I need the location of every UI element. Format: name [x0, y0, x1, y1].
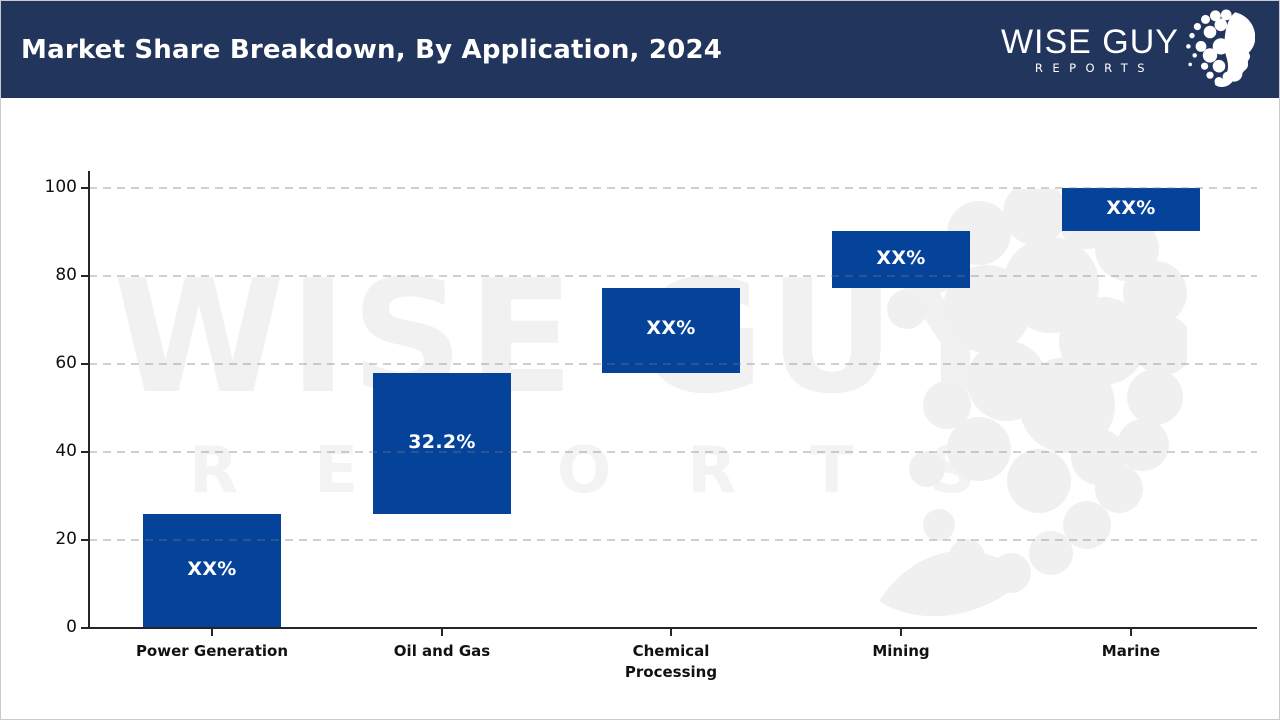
- y-axis-tick-label: 0: [66, 617, 77, 637]
- x-category-label: Marine: [1101, 642, 1161, 660]
- bar-value-label: 32.2%: [408, 430, 476, 453]
- gridline-y-40: [89, 451, 1257, 453]
- x-axis-tick: [670, 629, 672, 636]
- x-category-label: Mining: [872, 642, 930, 660]
- x-axis-tick: [900, 629, 902, 636]
- x-category-label: Chemical Processing: [624, 642, 718, 681]
- header-bar: Market Share Breakdown, By Application, …: [1, 1, 1279, 98]
- y-axis-line: [88, 171, 90, 629]
- y-axis-tick: [81, 539, 88, 541]
- bar-value-label: XX%: [187, 558, 237, 581]
- gridline-y-60: [89, 363, 1257, 365]
- y-axis-tick: [81, 451, 88, 453]
- bar-value-label: XX%: [1106, 196, 1156, 219]
- wise-guy-reports-logo: WISE GUY REPORTS: [1001, 9, 1255, 91]
- gridline-y-80: [89, 275, 1257, 277]
- bar-value-label: XX%: [876, 246, 926, 269]
- x-category-label: Oil and Gas: [393, 642, 491, 660]
- logo-head-dots-icon: [1186, 9, 1255, 87]
- x-axis-tick: [211, 629, 213, 636]
- page-title: Market Share Breakdown, By Application, …: [21, 34, 723, 65]
- y-axis-tick-label: 20: [55, 529, 77, 549]
- x-axis-tick: [441, 629, 443, 636]
- y-axis-tick-label: 80: [55, 265, 77, 285]
- gridline-y-100: [89, 187, 1257, 189]
- y-axis-tick-label: 40: [55, 441, 77, 461]
- bar-value-label: XX%: [646, 317, 696, 340]
- gridline-y-20: [89, 539, 1257, 541]
- y-axis-tick: [81, 187, 88, 189]
- bar-chemical-processing: [602, 287, 740, 373]
- y-axis-tick: [81, 363, 88, 365]
- logo-text: WISE GUY REPORTS: [1001, 25, 1179, 75]
- logo-wiseguy-text: WISE GUY: [1000, 22, 1179, 61]
- y-axis-tick-label: 60: [55, 353, 77, 373]
- x-category-label: Power Generation: [135, 642, 289, 660]
- logo-reports-text: REPORTS: [1034, 60, 1155, 75]
- x-axis-line: [88, 627, 1257, 629]
- y-axis-tick-label: 100: [44, 177, 77, 197]
- y-axis-tick: [81, 627, 88, 629]
- bar-oil-and-gas: [373, 372, 511, 515]
- y-axis-tick: [81, 275, 88, 277]
- bar-power-generation: [143, 514, 281, 628]
- x-axis-tick: [1130, 629, 1132, 636]
